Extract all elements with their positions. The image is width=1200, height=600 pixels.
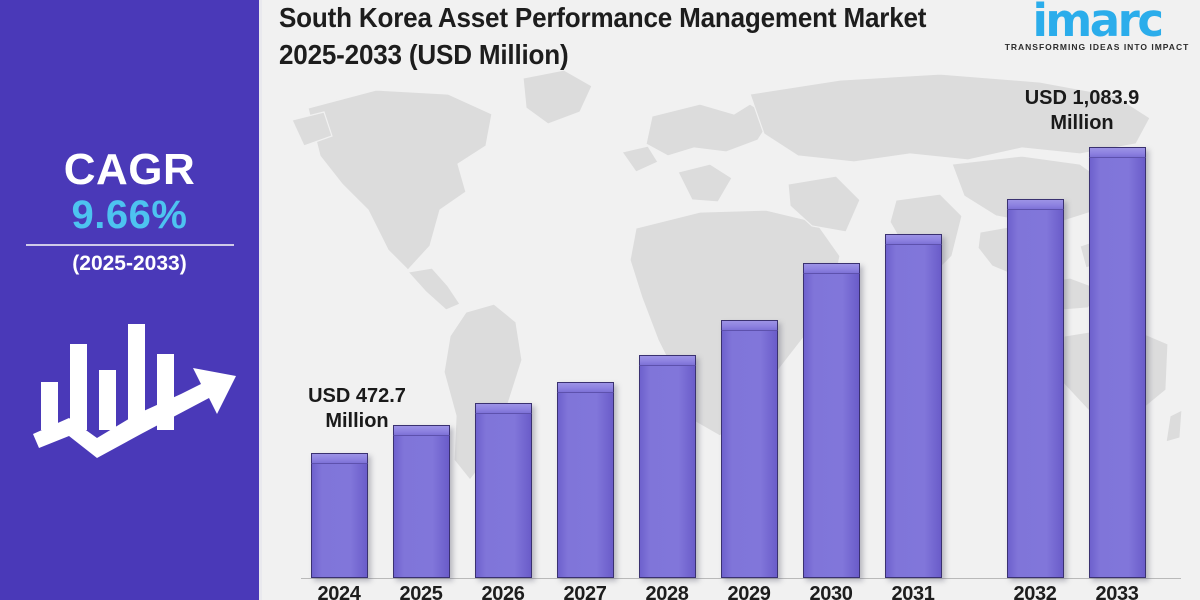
logo-wordmark: imarc — [1032, 0, 1164, 47]
bar-2031 — [885, 234, 942, 578]
bar-2027 — [557, 382, 614, 578]
year-label-2029: 2029 — [727, 583, 771, 600]
bar-cap-2024 — [311, 453, 368, 464]
bar-2032 — [1007, 199, 1064, 578]
bar-2028 — [639, 355, 696, 578]
bar-2033 — [1089, 147, 1146, 578]
year-label-2028: 2028 — [645, 583, 689, 600]
bar-2026 — [475, 403, 532, 578]
year-label-2026: 2026 — [481, 583, 525, 600]
cagr-value: 9.66% — [71, 192, 188, 237]
growth-bar-arrow-icon — [31, 322, 241, 462]
value-callout-2033: USD 1,083.9 Million — [1002, 86, 1162, 136]
value-callout-2024-line1: USD 472.7 — [308, 385, 406, 407]
page-title: South Korea Asset Performance Management… — [279, 2, 927, 70]
bar-cap-2032 — [1007, 199, 1064, 210]
year-label-2031: 2031 — [891, 583, 935, 600]
value-callout-2033-line2: Million — [1050, 112, 1114, 134]
bar-cap-2026 — [475, 403, 532, 414]
bar-cap-2029 — [721, 320, 778, 331]
logo-tagline: TRANSFORMING IDEAS INTO IMPACT — [1004, 42, 1190, 53]
bar-cap-2030 — [803, 263, 860, 274]
axis-baseline — [301, 578, 1181, 579]
value-callout-2024-line2: Million — [325, 410, 389, 432]
bar-cap-2027 — [557, 382, 614, 393]
bar-2024 — [311, 453, 368, 578]
cagr-side-panel: CAGR 9.66% (2025-2033) — [0, 0, 262, 600]
year-label-2032: 2032 — [1013, 583, 1057, 600]
value-callout-2024: USD 472.7 Million — [277, 384, 437, 434]
bar-chart-plot: USD 472.7 Million USD 1,083.9 Million 20… — [265, 0, 1200, 600]
cagr-label: CAGR — [63, 145, 196, 194]
cagr-divider — [25, 243, 234, 246]
bar-2025 — [393, 425, 450, 578]
year-label-2030: 2030 — [809, 583, 853, 600]
bar-2029 — [721, 320, 778, 578]
bar-cap-2025 — [393, 425, 450, 436]
cagr-block: CAGR 9.66% (2025-2033) — [0, 145, 259, 275]
bar-2030 — [803, 263, 860, 578]
bar-cap-2031 — [885, 234, 942, 245]
chart-area: South Korea Asset Performance Management… — [265, 0, 1200, 600]
year-label-2025: 2025 — [399, 583, 443, 600]
year-label-2024: 2024 — [317, 583, 361, 600]
bar-cap-2028 — [639, 355, 696, 366]
bar-cap-2033 — [1089, 147, 1146, 158]
year-label-2027: 2027 — [563, 583, 607, 600]
imarc-logo: imarc TRANSFORMING IDEAS INTO IMPACT — [1002, 0, 1192, 52]
cagr-period: (2025-2033) — [72, 251, 187, 275]
year-label-2033: 2033 — [1095, 583, 1139, 600]
value-callout-2033-line1: USD 1,083.9 — [1024, 87, 1140, 109]
